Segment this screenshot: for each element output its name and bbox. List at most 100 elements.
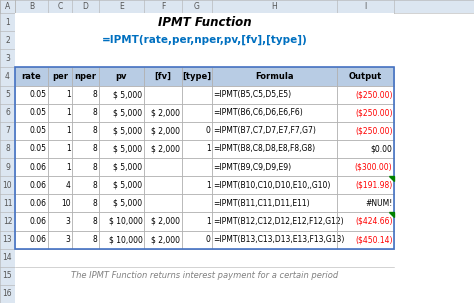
Text: 0.06: 0.06 xyxy=(29,217,46,226)
Polygon shape xyxy=(389,212,394,217)
Text: $ 10,000: $ 10,000 xyxy=(109,235,143,244)
Bar xyxy=(99,104,144,122)
Bar xyxy=(144,85,182,104)
Text: 15: 15 xyxy=(3,271,12,280)
Text: 1: 1 xyxy=(66,90,71,99)
Text: 0.06: 0.06 xyxy=(29,199,46,208)
Bar xyxy=(72,104,99,122)
Bar xyxy=(212,194,337,212)
Bar xyxy=(99,85,144,104)
Text: $0.00: $0.00 xyxy=(371,145,392,153)
Bar xyxy=(337,85,394,104)
Text: D: D xyxy=(82,2,89,11)
Text: 4: 4 xyxy=(5,72,10,81)
Text: C: C xyxy=(57,2,63,11)
Text: $ 5,000: $ 5,000 xyxy=(113,163,143,171)
Text: $ 5,000: $ 5,000 xyxy=(113,90,143,99)
Text: 4: 4 xyxy=(65,181,71,190)
Text: A: A xyxy=(5,2,10,11)
Text: 8: 8 xyxy=(93,90,98,99)
Text: ($450.14): ($450.14) xyxy=(355,235,392,244)
Bar xyxy=(182,158,212,176)
Bar xyxy=(15,85,48,104)
Text: 10: 10 xyxy=(61,199,71,208)
Bar xyxy=(48,231,72,249)
Bar xyxy=(212,122,337,140)
Text: 0.05: 0.05 xyxy=(29,90,46,99)
Bar xyxy=(99,122,144,140)
Bar xyxy=(15,140,48,158)
Text: 8: 8 xyxy=(93,126,98,135)
Bar xyxy=(99,67,144,85)
Bar xyxy=(15,67,48,85)
Text: =IPMT(B11,C11,D11,E11): =IPMT(B11,C11,D11,E11) xyxy=(213,199,310,208)
Text: $ 5,000: $ 5,000 xyxy=(113,108,143,117)
Bar xyxy=(0,0,15,303)
Text: 1: 1 xyxy=(206,217,210,226)
Text: #NUM!: #NUM! xyxy=(365,199,392,208)
Text: 3: 3 xyxy=(65,235,71,244)
Bar xyxy=(72,176,99,194)
Text: 6: 6 xyxy=(5,108,10,117)
Text: 8: 8 xyxy=(93,181,98,190)
Text: Output: Output xyxy=(349,72,382,81)
Text: =IPMT(B13,C13,D13,E13,F13,G13): =IPMT(B13,C13,D13,E13,F13,G13) xyxy=(213,235,345,244)
Bar xyxy=(212,140,337,158)
Bar xyxy=(212,176,337,194)
Bar xyxy=(337,176,394,194)
Text: per: per xyxy=(52,72,68,81)
Bar xyxy=(212,158,337,176)
Bar xyxy=(15,104,48,122)
Bar xyxy=(48,104,72,122)
Bar xyxy=(182,140,212,158)
Bar xyxy=(72,212,99,231)
Text: $ 2,000: $ 2,000 xyxy=(152,235,181,244)
Bar xyxy=(337,140,394,158)
Text: I: I xyxy=(365,2,366,11)
Bar xyxy=(72,140,99,158)
Bar xyxy=(144,194,182,212)
Text: 16: 16 xyxy=(3,289,12,298)
Text: [fv]: [fv] xyxy=(155,72,172,81)
Text: 0.06: 0.06 xyxy=(29,181,46,190)
Text: 1: 1 xyxy=(206,181,210,190)
Text: 3: 3 xyxy=(5,54,10,63)
Bar xyxy=(99,140,144,158)
Text: nper: nper xyxy=(74,72,97,81)
Text: 1: 1 xyxy=(66,163,71,171)
Text: 9: 9 xyxy=(5,163,10,171)
Text: $ 5,000: $ 5,000 xyxy=(113,145,143,153)
Text: =IPMT(B9,C9,D9,E9): =IPMT(B9,C9,D9,E9) xyxy=(213,163,292,171)
Bar xyxy=(15,176,48,194)
Text: 1: 1 xyxy=(66,108,71,117)
Text: $ 5,000: $ 5,000 xyxy=(113,126,143,135)
Bar xyxy=(99,212,144,231)
Bar xyxy=(72,231,99,249)
Text: 14: 14 xyxy=(3,253,12,262)
Bar xyxy=(144,67,182,85)
Text: $ 5,000: $ 5,000 xyxy=(113,181,143,190)
Bar xyxy=(15,67,394,249)
Text: B: B xyxy=(29,2,34,11)
Text: 0.06: 0.06 xyxy=(29,163,46,171)
Text: $ 2,000: $ 2,000 xyxy=(152,217,181,226)
Bar xyxy=(72,194,99,212)
Bar xyxy=(15,158,48,176)
Bar xyxy=(182,104,212,122)
Bar xyxy=(182,122,212,140)
Bar xyxy=(182,85,212,104)
Text: F: F xyxy=(161,2,165,11)
Text: 0.05: 0.05 xyxy=(29,108,46,117)
Bar xyxy=(48,176,72,194)
Text: $ 2,000: $ 2,000 xyxy=(152,108,181,117)
Text: 8: 8 xyxy=(93,163,98,171)
Bar xyxy=(212,104,337,122)
Text: 0: 0 xyxy=(206,235,210,244)
Bar xyxy=(144,231,182,249)
Bar xyxy=(144,176,182,194)
Text: ($300.00): ($300.00) xyxy=(355,163,392,171)
Bar xyxy=(182,231,212,249)
Bar xyxy=(337,104,394,122)
Text: 5: 5 xyxy=(5,90,10,99)
Text: 8: 8 xyxy=(93,108,98,117)
